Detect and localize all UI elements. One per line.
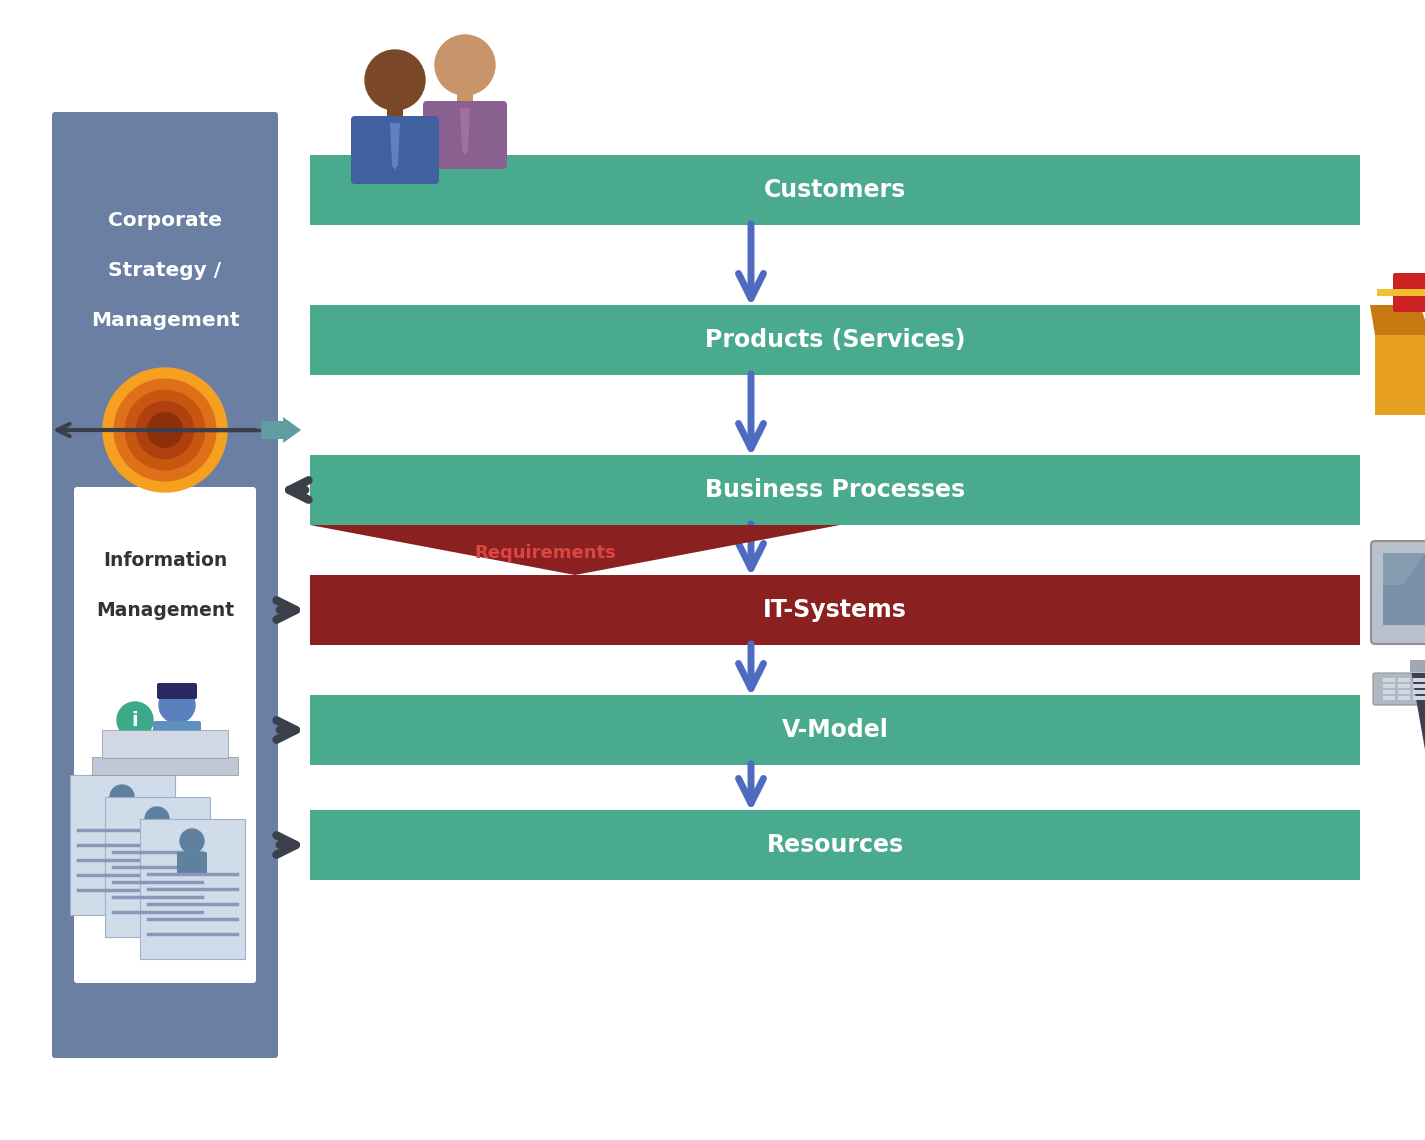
Circle shape [145, 807, 170, 831]
Circle shape [117, 702, 152, 738]
Circle shape [148, 413, 182, 447]
FancyBboxPatch shape [74, 487, 256, 983]
Circle shape [365, 50, 425, 109]
FancyBboxPatch shape [107, 808, 137, 830]
FancyBboxPatch shape [51, 112, 278, 1058]
FancyBboxPatch shape [152, 720, 201, 763]
Text: Business Processes: Business Processes [705, 478, 965, 502]
Bar [1414, 690, 1425, 694]
Bar [1384, 553, 1425, 625]
Circle shape [160, 687, 195, 723]
Text: Information

Management: Information Management [95, 551, 234, 619]
FancyBboxPatch shape [70, 775, 175, 915]
FancyBboxPatch shape [177, 852, 207, 874]
Text: V: V [1402, 669, 1425, 790]
Bar [311, 306, 1359, 375]
FancyBboxPatch shape [105, 797, 209, 937]
Bar [457, 93, 473, 108]
FancyBboxPatch shape [93, 757, 238, 775]
Circle shape [114, 380, 215, 481]
FancyBboxPatch shape [142, 830, 172, 852]
Polygon shape [460, 108, 470, 155]
FancyBboxPatch shape [1374, 673, 1425, 705]
Circle shape [137, 401, 194, 458]
Bar [1398, 684, 1409, 689]
Bar [311, 575, 1359, 645]
Bar [1384, 697, 1395, 700]
Bar [311, 695, 1359, 765]
Bar [311, 155, 1359, 225]
FancyBboxPatch shape [140, 819, 245, 959]
Circle shape [103, 368, 227, 492]
Bar [311, 455, 1359, 526]
Text: Requirements: Requirements [475, 544, 616, 562]
FancyBboxPatch shape [157, 683, 197, 699]
Text: IT-Systems: IT-Systems [762, 598, 906, 622]
Text: Resources: Resources [767, 833, 903, 857]
Bar [388, 108, 403, 123]
Bar [1398, 690, 1409, 694]
FancyBboxPatch shape [423, 101, 507, 169]
Text: V-Model: V-Model [781, 718, 888, 742]
Bar [1409, 660, 1425, 671]
Polygon shape [311, 526, 839, 575]
Polygon shape [1369, 306, 1425, 335]
FancyBboxPatch shape [351, 116, 439, 184]
Bar [1384, 684, 1395, 689]
Bar [1384, 690, 1395, 694]
Circle shape [125, 390, 205, 470]
FancyBboxPatch shape [103, 730, 228, 758]
FancyBboxPatch shape [1371, 542, 1425, 644]
FancyArrow shape [261, 417, 301, 443]
Text: i: i [131, 710, 138, 730]
Bar [311, 811, 1359, 880]
Bar [1414, 684, 1425, 689]
Text: Corporate

Strategy /

Management: Corporate Strategy / Management [91, 211, 239, 329]
FancyBboxPatch shape [1375, 335, 1425, 415]
Bar [1398, 697, 1409, 700]
Bar [1414, 678, 1425, 682]
Text: Customers: Customers [764, 178, 906, 202]
Circle shape [180, 829, 204, 853]
Polygon shape [390, 123, 400, 170]
Polygon shape [1384, 553, 1425, 585]
Circle shape [435, 35, 494, 95]
FancyBboxPatch shape [1394, 272, 1425, 312]
Text: Products (Services): Products (Services) [705, 328, 965, 352]
Bar [1384, 678, 1395, 682]
Circle shape [110, 785, 134, 809]
Bar [1398, 678, 1409, 682]
Bar [1414, 697, 1425, 700]
